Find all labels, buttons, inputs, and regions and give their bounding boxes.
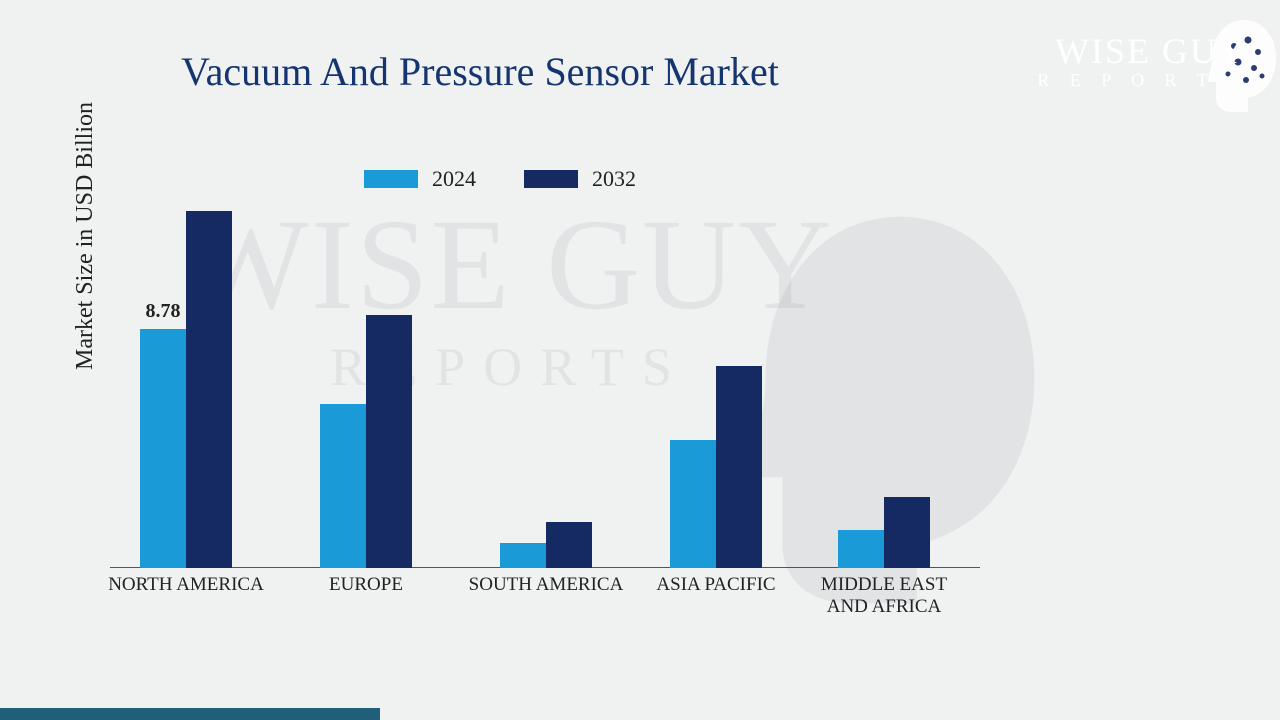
legend-swatch (524, 170, 578, 188)
category-label: ASIA PACIFIC (636, 574, 796, 596)
bar (366, 315, 412, 569)
bars-wrap: 8.78 (140, 200, 232, 568)
infographic-canvas: Vacuum And Pressure Sensor Market WISE G… (0, 0, 1280, 720)
legend-label: 2032 (592, 166, 636, 192)
bar-group (670, 200, 762, 568)
bar (140, 329, 186, 568)
legend-item: 2024 (364, 166, 476, 192)
brand-logo: WISE GUY R E P O R T S (1006, 30, 1246, 91)
bars-wrap (670, 200, 762, 568)
legend-label: 2024 (432, 166, 476, 192)
category-label: EUROPE (286, 574, 446, 596)
brand-logo-line1: WISE GUY (1006, 30, 1246, 72)
bars-wrap (320, 200, 412, 568)
bars-wrap (838, 200, 930, 568)
bar (500, 543, 546, 568)
x-axis-labels: NORTH AMERICAEUROPESOUTH AMERICAASIA PAC… (110, 568, 980, 708)
bar (884, 497, 930, 568)
brand-logo-line2: R E P O R T S (1006, 70, 1246, 91)
bottom-accent-strip (0, 708, 380, 720)
legend-item: 2032 (524, 166, 636, 192)
category-label: SOUTH AMERICA (466, 574, 626, 596)
bar (546, 522, 592, 568)
bar-group (838, 200, 930, 568)
legend: 2024 2032 (0, 166, 1000, 193)
bar (320, 404, 366, 568)
bar (670, 440, 716, 568)
category-label: NORTH AMERICA (106, 574, 266, 596)
bar-value-label: 8.78 (146, 300, 181, 323)
category-label: MIDDLE EAST AND AFRICA (804, 574, 964, 618)
bar-group: 8.78 (140, 200, 232, 568)
bar-group (500, 200, 592, 568)
legend-swatch (364, 170, 418, 188)
bars-wrap (500, 200, 592, 568)
bar (838, 530, 884, 568)
y-axis-label: Market Size in USD Billion (72, 102, 99, 370)
bar (716, 366, 762, 568)
bar (186, 211, 232, 568)
plot-area: 8.78 (110, 200, 980, 568)
bar-group (320, 200, 412, 568)
chart-title: Vacuum And Pressure Sensor Market (0, 48, 960, 95)
